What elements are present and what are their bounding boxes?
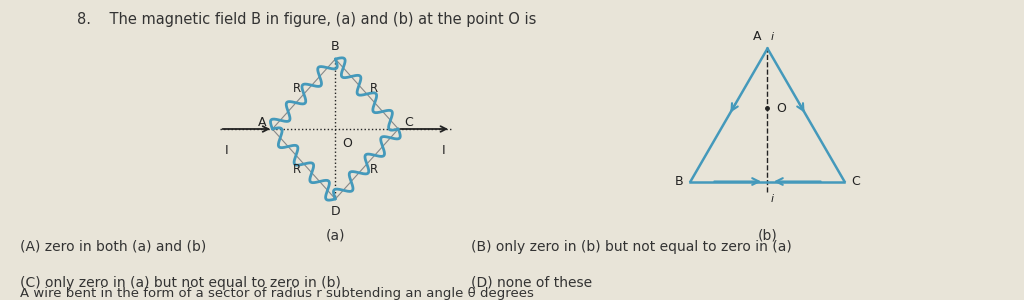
Text: B: B: [331, 40, 340, 53]
Text: (b): (b): [758, 228, 777, 242]
Text: R: R: [370, 82, 378, 95]
Text: R: R: [293, 82, 301, 95]
Text: (A) zero in both (a) and (b): (A) zero in both (a) and (b): [20, 240, 207, 254]
Text: A: A: [754, 30, 762, 43]
Text: i: i: [771, 32, 774, 41]
Text: C: C: [403, 116, 413, 128]
Text: B: B: [675, 175, 683, 188]
Text: C: C: [852, 175, 860, 188]
Text: O: O: [342, 137, 352, 150]
Text: O: O: [776, 102, 785, 115]
Text: I: I: [225, 144, 228, 158]
Text: D: D: [331, 205, 340, 218]
Text: (C) only zero in (a) but not equal to zero in (b): (C) only zero in (a) but not equal to ze…: [20, 276, 341, 290]
Text: R: R: [293, 163, 301, 176]
Text: (a): (a): [326, 228, 345, 242]
Text: A wire bent in the form of a sector of radius r subtending an angle θ degrees: A wire bent in the form of a sector of r…: [20, 287, 535, 300]
Text: R: R: [370, 163, 378, 176]
Text: I: I: [442, 144, 445, 158]
Text: (B) only zero in (b) but not equal to zero in (a): (B) only zero in (b) but not equal to ze…: [471, 240, 792, 254]
Text: A: A: [258, 116, 267, 128]
Text: i: i: [771, 194, 774, 204]
Text: (D) none of these: (D) none of these: [471, 276, 592, 290]
Text: 8.    The magnetic field B in figure, (a) and (b) at the point O is: 8. The magnetic field B in figure, (a) a…: [77, 12, 537, 27]
